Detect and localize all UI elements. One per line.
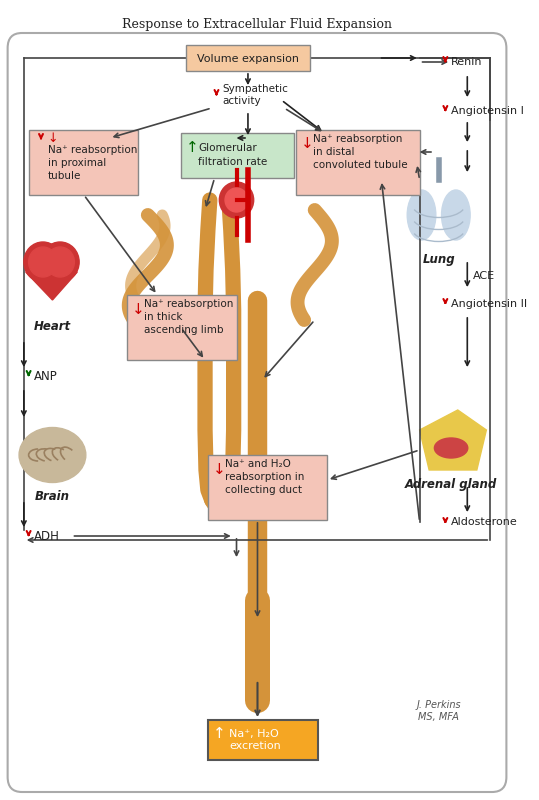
Ellipse shape <box>441 190 470 240</box>
Text: ↓: ↓ <box>300 137 313 151</box>
Text: Response to Extracellular Fluid Expansion: Response to Extracellular Fluid Expansio… <box>121 18 391 31</box>
Text: Angiotensin II: Angiotensin II <box>451 299 527 309</box>
Text: Sympathetic
activity: Sympathetic activity <box>222 84 288 106</box>
Text: Na⁺ and H₂O
reabsorption in
collecting duct: Na⁺ and H₂O reabsorption in collecting d… <box>225 459 305 495</box>
Text: Na⁺ reabsorption
in distal
convoluted tubule: Na⁺ reabsorption in distal convoluted tu… <box>313 134 407 170</box>
Text: Renin: Renin <box>451 57 482 67</box>
Text: Glomerular
filtration rate: Glomerular filtration rate <box>198 143 267 166</box>
Ellipse shape <box>434 438 468 458</box>
Bar <box>208 720 317 760</box>
Circle shape <box>225 188 248 212</box>
Circle shape <box>41 242 79 282</box>
Text: Heart: Heart <box>34 320 71 333</box>
Text: Volume expansion: Volume expansion <box>197 54 299 64</box>
Text: ↓: ↓ <box>213 462 225 477</box>
Circle shape <box>24 242 62 282</box>
Text: J. Perkins
MS, MFA: J. Perkins MS, MFA <box>416 700 461 722</box>
Text: Brain: Brain <box>35 490 70 503</box>
Text: Na⁺ reabsorption
in thick
ascending limb: Na⁺ reabsorption in thick ascending limb <box>144 299 233 335</box>
Text: ↓: ↓ <box>47 133 58 146</box>
Text: Angiotensin I: Angiotensin I <box>451 106 524 116</box>
Text: ↑: ↑ <box>186 139 199 154</box>
FancyBboxPatch shape <box>8 33 507 792</box>
Text: ADH: ADH <box>34 530 60 542</box>
Text: ACE: ACE <box>473 271 495 281</box>
Polygon shape <box>420 410 486 470</box>
Bar <box>186 45 310 71</box>
Polygon shape <box>26 272 77 300</box>
Text: Lung: Lung <box>423 253 455 266</box>
Bar <box>127 295 237 360</box>
Text: ↓: ↓ <box>132 302 144 317</box>
Ellipse shape <box>407 190 436 240</box>
Ellipse shape <box>19 427 86 482</box>
Text: ANP: ANP <box>34 370 58 382</box>
Bar <box>29 130 139 195</box>
Text: Na⁺, H₂O
excretion: Na⁺, H₂O excretion <box>229 729 281 751</box>
Bar <box>181 133 294 178</box>
Text: Aldosterone: Aldosterone <box>451 517 518 527</box>
Circle shape <box>46 247 74 277</box>
Circle shape <box>219 182 254 218</box>
Bar <box>208 455 327 520</box>
Text: Adrenal gland: Adrenal gland <box>405 478 497 491</box>
Bar <box>295 130 420 195</box>
Text: Na⁺ reabsorption
in proximal
tubule: Na⁺ reabsorption in proximal tubule <box>47 145 137 182</box>
Circle shape <box>29 247 57 277</box>
Text: ↑: ↑ <box>213 726 225 742</box>
